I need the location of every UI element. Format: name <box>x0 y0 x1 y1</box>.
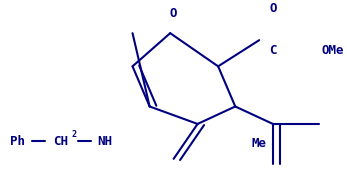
Text: Ph: Ph <box>10 135 25 148</box>
Text: C: C <box>269 44 277 57</box>
Text: CH: CH <box>53 135 68 148</box>
Text: O: O <box>269 2 277 15</box>
Text: OMe: OMe <box>322 44 344 57</box>
Text: Me: Me <box>252 137 267 150</box>
Text: O: O <box>170 7 177 21</box>
Text: NH: NH <box>98 135 113 148</box>
Text: 2: 2 <box>72 130 77 139</box>
